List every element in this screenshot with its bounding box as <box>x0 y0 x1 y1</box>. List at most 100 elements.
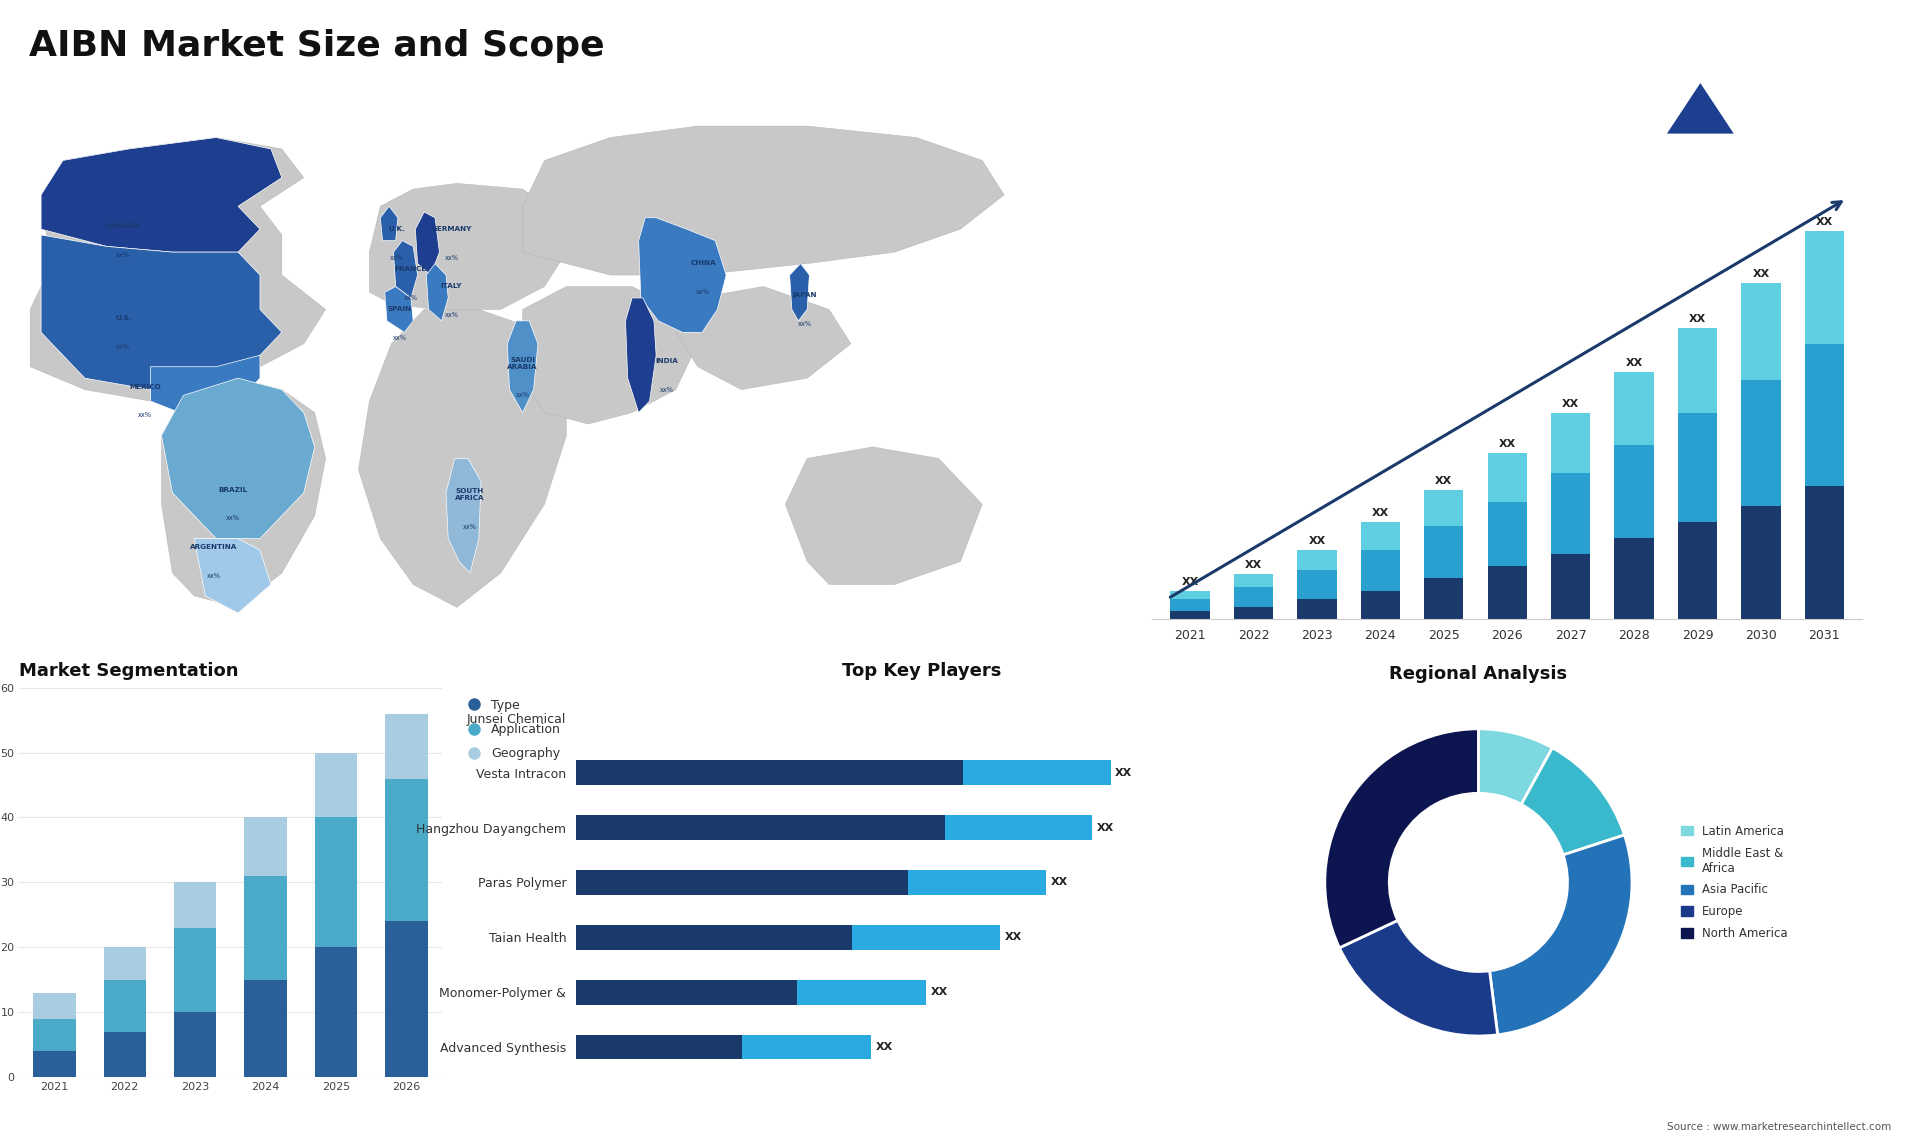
Polygon shape <box>676 286 851 390</box>
Bar <box>1488 566 1526 619</box>
Text: Market Segmentation: Market Segmentation <box>19 662 238 681</box>
Text: xx%: xx% <box>207 573 221 579</box>
Bar <box>1551 555 1590 619</box>
Bar <box>244 980 286 1077</box>
Text: XX: XX <box>1434 476 1452 486</box>
Bar <box>386 921 428 1077</box>
Polygon shape <box>194 539 271 613</box>
Text: XX: XX <box>931 987 948 997</box>
Bar <box>908 870 1046 895</box>
Bar <box>1298 598 1336 619</box>
Text: XX: XX <box>1690 314 1707 324</box>
Bar <box>741 1035 872 1059</box>
Wedge shape <box>1340 920 1498 1036</box>
Polygon shape <box>394 241 417 298</box>
Text: CANADA: CANADA <box>106 223 140 229</box>
Polygon shape <box>40 235 282 390</box>
Text: XX: XX <box>1371 508 1388 518</box>
Text: XX: XX <box>1753 269 1770 280</box>
Text: xx%: xx% <box>445 254 459 261</box>
Polygon shape <box>785 447 983 584</box>
Polygon shape <box>380 206 397 241</box>
Bar <box>1741 505 1780 619</box>
Bar <box>1678 413 1716 521</box>
Text: xx%: xx% <box>463 524 476 529</box>
Text: xx%: xx% <box>403 295 419 301</box>
Text: Source : www.marketresearchintellect.com: Source : www.marketresearchintellect.com <box>1667 1122 1891 1132</box>
Text: xx%: xx% <box>697 289 710 296</box>
Polygon shape <box>415 212 440 275</box>
Text: XX: XX <box>1116 768 1133 778</box>
Bar <box>1425 579 1463 619</box>
Bar <box>1171 590 1210 598</box>
Text: XX: XX <box>1563 399 1580 409</box>
Bar <box>1235 606 1273 619</box>
Wedge shape <box>1521 748 1624 855</box>
Title: Regional Analysis: Regional Analysis <box>1390 666 1567 683</box>
Polygon shape <box>507 321 538 413</box>
Polygon shape <box>639 218 726 332</box>
Text: XX: XX <box>1626 359 1644 368</box>
Bar <box>964 760 1110 785</box>
Bar <box>1425 526 1463 579</box>
Bar <box>244 876 286 980</box>
Text: XX: XX <box>1308 536 1325 547</box>
Polygon shape <box>426 264 447 321</box>
Bar <box>1361 521 1400 550</box>
Polygon shape <box>359 309 566 607</box>
Text: XX: XX <box>1050 878 1068 887</box>
Polygon shape <box>161 378 315 539</box>
Text: FRANCE: FRANCE <box>396 266 426 272</box>
Bar <box>1678 521 1716 619</box>
Text: AIBN Market Size and Scope: AIBN Market Size and Scope <box>29 29 605 63</box>
Text: MARKET
RESEARCH
INTELLECT: MARKET RESEARCH INTELLECT <box>1778 56 1832 91</box>
Text: INDIA: INDIA <box>655 358 678 364</box>
Bar <box>33 992 75 1019</box>
Bar <box>386 778 428 921</box>
Bar <box>576 815 945 840</box>
Text: XX: XX <box>1004 933 1021 942</box>
Bar <box>1741 283 1780 380</box>
Text: XX: XX <box>1816 217 1834 227</box>
Text: xx%: xx% <box>138 413 152 418</box>
Bar <box>945 815 1092 840</box>
Text: GERMANY: GERMANY <box>432 226 472 231</box>
Bar <box>33 1019 75 1051</box>
Text: XX: XX <box>1181 576 1198 587</box>
Bar <box>175 1012 217 1077</box>
Bar <box>576 760 964 785</box>
Text: XX: XX <box>1244 560 1261 571</box>
Bar <box>1235 587 1273 606</box>
Bar <box>104 1031 146 1077</box>
Bar <box>175 928 217 1012</box>
Polygon shape <box>40 138 282 252</box>
Text: U.S.: U.S. <box>115 315 131 321</box>
Polygon shape <box>789 264 810 321</box>
Text: JAPAN: JAPAN <box>793 292 818 298</box>
Text: xx%: xx% <box>394 335 407 342</box>
Bar <box>104 948 146 980</box>
Bar <box>1171 611 1210 619</box>
Text: xx%: xx% <box>660 386 674 392</box>
Legend: Type, Application, Geography: Type, Application, Geography <box>457 693 566 766</box>
Bar <box>1615 537 1653 619</box>
Bar <box>1615 372 1653 445</box>
Bar <box>33 1051 75 1077</box>
Bar <box>1361 590 1400 619</box>
Bar <box>1425 489 1463 526</box>
Bar <box>1488 502 1526 566</box>
Bar <box>1361 550 1400 590</box>
Text: xx%: xx% <box>227 516 240 521</box>
Text: MEXICO: MEXICO <box>129 384 161 390</box>
Text: xx%: xx% <box>117 344 131 350</box>
Bar <box>315 948 357 1077</box>
Polygon shape <box>31 138 326 401</box>
Polygon shape <box>369 183 566 309</box>
Bar <box>1551 413 1590 473</box>
Bar <box>1615 445 1653 537</box>
Bar <box>1488 453 1526 502</box>
Title: Top Key Players: Top Key Players <box>841 662 1002 681</box>
Bar <box>1678 328 1716 413</box>
Bar <box>1235 574 1273 587</box>
Bar <box>576 870 908 895</box>
